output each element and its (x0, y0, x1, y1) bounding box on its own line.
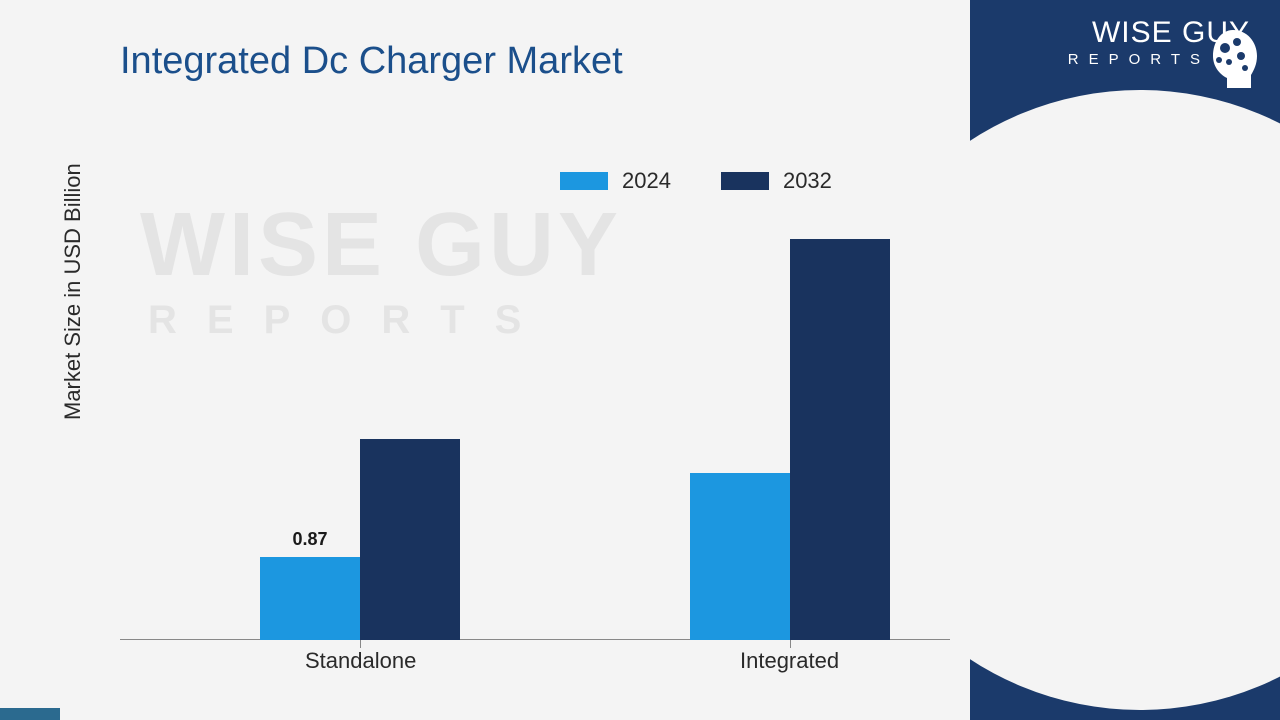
legend-label-2032: 2032 (783, 168, 832, 194)
legend-item-2032: 2032 (721, 168, 832, 194)
brand-logo: WISE GUY REPORTS (1068, 18, 1250, 67)
category-label-standalone: Standalone (305, 648, 416, 674)
bar-value-label: 0.87 (292, 529, 327, 550)
y-axis-label: Market Size in USD Billion (60, 163, 86, 420)
bar-group-integrated (690, 239, 890, 640)
axis-tick (790, 640, 791, 648)
legend-label-2024: 2024 (622, 168, 671, 194)
axis-tick (360, 640, 361, 648)
head-icon (1205, 28, 1260, 93)
legend-swatch-2032 (721, 172, 769, 190)
bar-integrated-2024 (690, 473, 790, 640)
chart-plot-area: 0.87 Standalone Integrated (120, 210, 950, 640)
bar-group-standalone: 0.87 (260, 439, 460, 640)
bottom-accent-bar (0, 708, 60, 720)
chart-title: Integrated Dc Charger Market (120, 40, 623, 83)
chart-page: WISE GUY REPORTS Integrated Dc Charger M… (0, 0, 1280, 720)
legend-item-2024: 2024 (560, 168, 671, 194)
legend-swatch-2024 (560, 172, 608, 190)
bar-standalone-2032 (360, 439, 460, 640)
bar-integrated-2032 (790, 239, 890, 640)
legend: 2024 2032 (560, 168, 832, 194)
bar-standalone-2024: 0.87 (260, 557, 360, 640)
category-label-integrated: Integrated (740, 648, 839, 674)
